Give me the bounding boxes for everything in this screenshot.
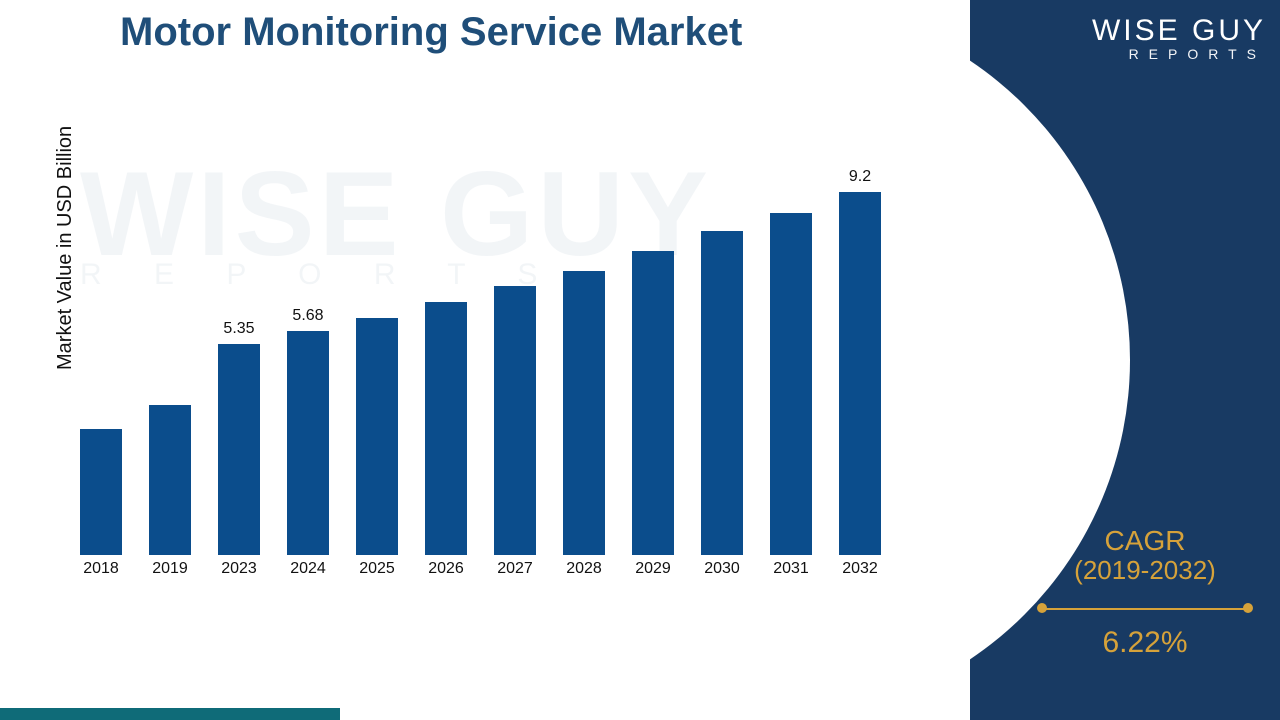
bar-value-label-2032: 9.2 [849, 168, 871, 186]
cagr-value: 6.22% [1030, 626, 1260, 660]
cagr-separator [1030, 596, 1260, 620]
cagr-separator-line [1040, 608, 1250, 610]
x-label-2025: 2025 [359, 560, 395, 578]
bar-2024 [287, 331, 329, 555]
x-label-2028: 2028 [566, 560, 602, 578]
bar-2032 [839, 192, 881, 555]
chart-title: Motor Monitoring Service Market [120, 10, 742, 55]
x-label-2031: 2031 [773, 560, 809, 578]
sidebar: WISE GUY REPORTS CAGR (2019-2032) 6.22% [970, 0, 1280, 720]
x-label-2029: 2029 [635, 560, 671, 578]
bar-2029 [632, 251, 674, 555]
logo-line1: WISE GUY [1092, 14, 1266, 48]
cagr-block: CAGR (2019-2032) 6.22% [1030, 525, 1260, 660]
x-label-2026: 2026 [428, 560, 464, 578]
bar-2031 [770, 213, 812, 555]
bar-chart: 5.35 5.68 9.2 [80, 160, 905, 555]
x-label-2019: 2019 [152, 560, 188, 578]
x-axis-labels: 2018 2019 2023 2024 2025 2026 2027 2028 2029 2030… [80, 560, 905, 590]
stage: WISE GUY R E P O R T S Motor Monitoring … [0, 0, 1280, 720]
y-axis-label: Market Value in USD Billion [54, 126, 77, 370]
x-label-2023: 2023 [221, 560, 257, 578]
x-label-2027: 2027 [497, 560, 533, 578]
x-label-2024: 2024 [290, 560, 326, 578]
bar-value-label-2024: 5.68 [292, 307, 323, 325]
bar-value-label-2023: 5.35 [223, 320, 254, 338]
bar-2025 [356, 318, 398, 555]
x-label-2018: 2018 [83, 560, 119, 578]
x-label-2030: 2030 [704, 560, 740, 578]
bar-2026 [425, 302, 467, 555]
bar-2028 [563, 271, 605, 555]
bar-2023 [218, 344, 260, 555]
bar-2030 [701, 231, 743, 555]
cagr-separator-dot-right [1243, 603, 1253, 613]
bar-2027 [494, 286, 536, 555]
bar-2018 [80, 429, 122, 555]
logo-line2: REPORTS [1092, 46, 1266, 62]
cagr-title: CAGR [1030, 525, 1260, 557]
cagr-separator-dot-left [1037, 603, 1047, 613]
bottom-accent-bar [0, 708, 340, 720]
logo: WISE GUY REPORTS [1092, 14, 1266, 62]
x-label-2032: 2032 [842, 560, 878, 578]
bar-2019 [149, 405, 191, 555]
cagr-period: (2019-2032) [1030, 555, 1260, 586]
